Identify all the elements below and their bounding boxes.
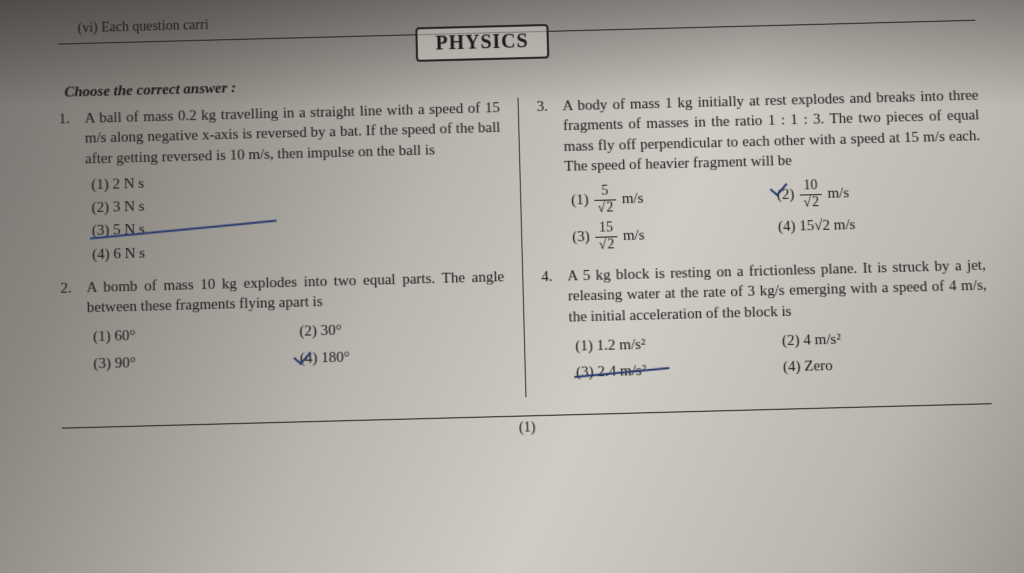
- fraction: 15 √2: [595, 221, 618, 252]
- numerator: 15: [595, 221, 617, 238]
- footer-mark: (1): [62, 409, 993, 450]
- q2-opt3: (3) 90°: [93, 348, 300, 374]
- q1-options: (1) 2 N s (2) 3 N s (3) 5 N s (4) 6 N s: [85, 164, 503, 265]
- numerator: 10: [800, 179, 822, 195]
- q3-opt1-suf: m/s: [622, 191, 644, 207]
- denominator: √2: [800, 195, 822, 210]
- q3-opt1-pre: (1): [571, 192, 593, 208]
- fraction: 5 √2: [594, 184, 617, 215]
- numerator: 5: [594, 184, 616, 200]
- q3-opt2-suf: m/s: [827, 185, 849, 201]
- q4-text: A 5 kg block is resting on a frictionles…: [567, 256, 988, 328]
- q1-text: A ball of mass 0.2 kg travelling in a st…: [84, 98, 501, 169]
- q4-opt3: (3) 2.4 m/s²: [576, 357, 784, 383]
- question-4: 4. A 5 kg block is resting on a friction…: [541, 256, 990, 387]
- question-3: 3. A body of mass 1 kg initially at rest…: [536, 86, 984, 257]
- q3-text: A body of mass 1 kg initially at rest ex…: [562, 86, 981, 177]
- denominator: √2: [596, 237, 618, 253]
- q3-options: (1) 5 √2 m/s (2) 10 √2: [565, 172, 985, 257]
- q1-number: 1.: [59, 109, 87, 269]
- worksheet-page: (vi) Each question carri PHYSICS Choose …: [0, 0, 1024, 573]
- q4-number: 4.: [541, 267, 570, 387]
- question-1: 1. A ball of mass 0.2 kg travelling in a…: [59, 98, 504, 268]
- q2-options: (1) 60° (2) 30° (3) 90° (4) 180°: [87, 313, 507, 377]
- question-2: 2. A bomb of mass 10 kg explodes into tw…: [60, 267, 506, 378]
- q3-opt1: (1) 5 √2 m/s: [571, 180, 778, 216]
- q2-opt1: (1) 60°: [93, 322, 300, 348]
- denominator: √2: [594, 200, 616, 216]
- q2-text: A bomb of mass 10 kg explodes into two e…: [86, 267, 505, 319]
- q3-opt3-pre: (3): [572, 229, 594, 246]
- q4-opt4: (4) Zero: [783, 352, 991, 378]
- right-column: 3. A body of mass 1 kg initially at rest…: [519, 86, 991, 398]
- q2-number: 2.: [60, 278, 87, 378]
- q2-opt4: (4) 180°: [300, 343, 507, 369]
- subject-label: PHYSICS: [415, 24, 549, 62]
- q4-options: (1) 1.2 m/s² (2) 4 m/s² (3) 2.4 m/s² (4)…: [569, 322, 990, 386]
- q4-opt1: (1) 1.2 m/s²: [575, 331, 782, 357]
- q3-opt3-suf: m/s: [623, 227, 645, 244]
- q3-opt2: (2) 10 √2 m/s: [776, 175, 983, 211]
- q2-opt2: (2) 30°: [299, 317, 506, 343]
- q3-opt3: (3) 15 √2 m/s: [572, 217, 779, 253]
- two-column-layout: 1. A ball of mass 0.2 kg travelling in a…: [59, 86, 991, 410]
- left-column: 1. A ball of mass 0.2 kg travelling in a…: [59, 98, 527, 410]
- fraction: 10 √2: [800, 179, 823, 210]
- q4-opt2: (2) 4 m/s²: [782, 325, 989, 351]
- q3-opt4: (4) 15√2 m/s: [778, 212, 985, 248]
- q3-opt2-pre: (2): [777, 187, 799, 203]
